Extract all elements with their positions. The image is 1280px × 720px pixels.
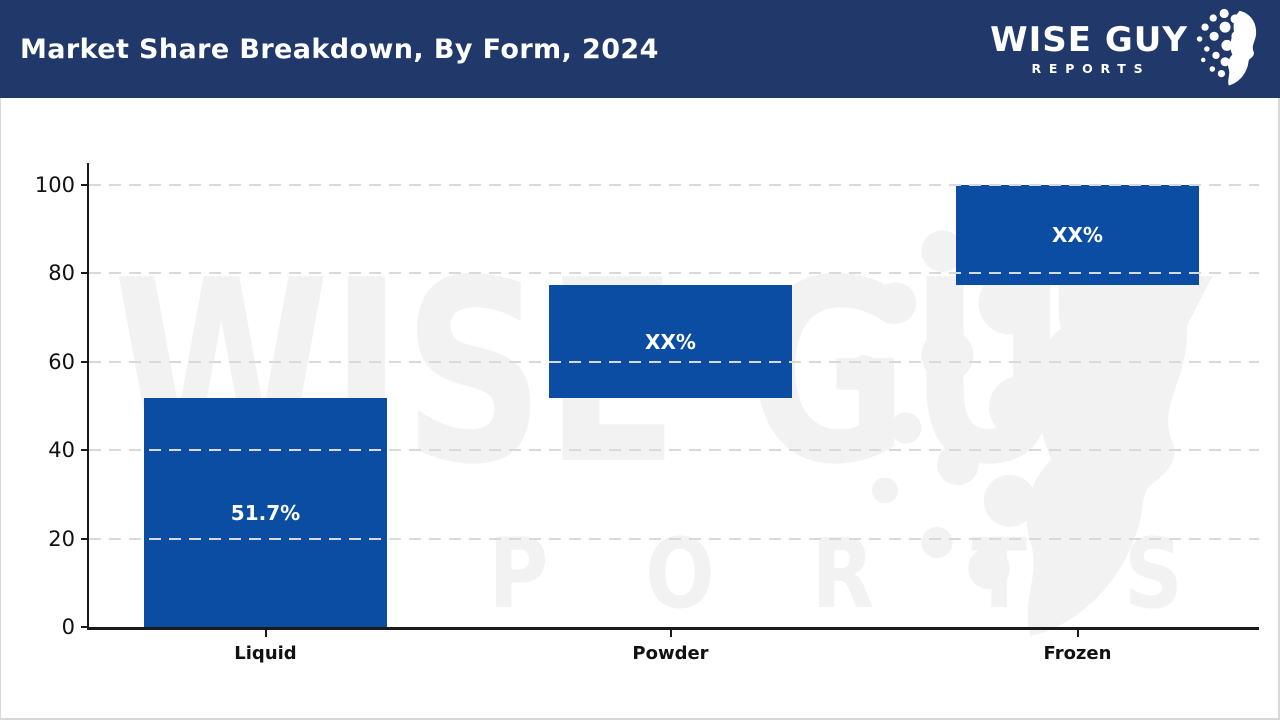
y-tick-80: [81, 272, 89, 275]
x-tick-label-powder: Powder: [632, 643, 709, 664]
bar-liquid: [144, 398, 387, 627]
y-tick-0: [81, 626, 89, 628]
brand-text: WISE GUY REPORTS: [990, 23, 1188, 76]
y-tick-40: [81, 449, 89, 452]
y-tick-label-60: 60: [48, 349, 75, 374]
chart-title: Market Share Breakdown, By Form, 2024: [20, 33, 659, 65]
gridline-40: [89, 449, 1259, 452]
brand-subtitle: REPORTS: [1031, 60, 1151, 76]
y-tick-20: [81, 537, 89, 540]
gridline-80: [89, 272, 1259, 275]
x-tick-frozen: [1076, 629, 1079, 637]
x-tick-powder: [669, 629, 672, 637]
bar-label-liquid: 51.7%: [230, 500, 301, 525]
y-tick-label-80: 80: [48, 261, 75, 286]
brand-logo: WISE GUY REPORTS: [990, 8, 1258, 90]
gridline-100: [89, 184, 1259, 186]
x-tick-label-frozen: Frozen: [1043, 643, 1112, 664]
x-tick-label-liquid: Liquid: [234, 643, 297, 664]
gridline-20: [89, 537, 1259, 540]
chart-canvas: WISE GUY R E P O R T S 0 20 40 60 80 100 51.7%…: [0, 98, 1280, 720]
brand-face-icon: [1196, 8, 1257, 86]
bar-powder: [549, 284, 792, 399]
x-tick-liquid: [264, 629, 267, 637]
y-tick-60: [81, 360, 89, 363]
header-bar: Market Share Breakdown, By Form, 2024 WI…: [0, 0, 1280, 98]
y-tick-label-0: 0: [61, 615, 75, 639]
bar-label-frozen: XX%: [1052, 222, 1103, 247]
x-axis: [87, 627, 1259, 630]
y-axis: [87, 162, 89, 630]
gridline-60: [89, 360, 1259, 363]
bar-label-powder: XX%: [645, 329, 696, 354]
y-tick-100: [81, 184, 89, 186]
y-tick-label-40: 40: [48, 438, 75, 463]
y-tick-label-20: 20: [48, 526, 75, 551]
y-tick-label-100: 100: [34, 173, 75, 197]
brand-name: WISE GUY: [990, 19, 1188, 60]
